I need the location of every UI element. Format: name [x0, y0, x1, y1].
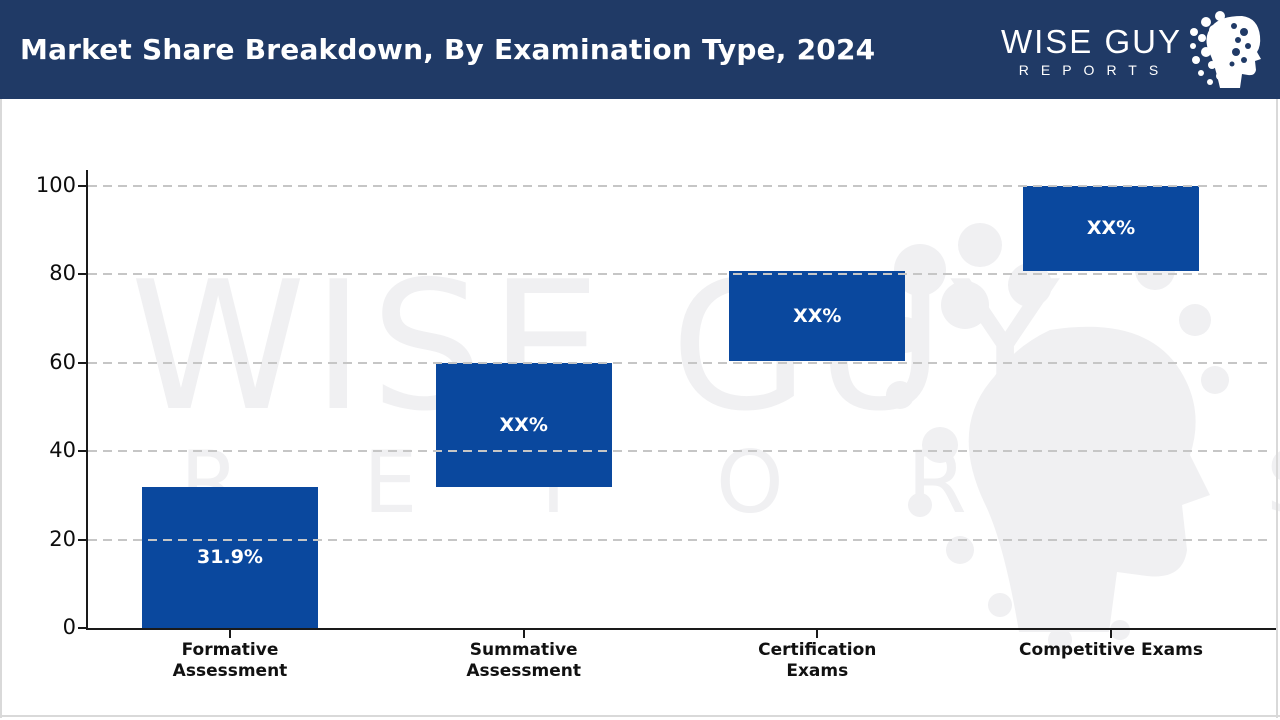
y-tick-label-60: 60	[49, 349, 76, 374]
watermark-head-icon	[886, 215, 1229, 652]
x-tick-0	[229, 630, 231, 638]
y-axis-spine	[86, 170, 88, 629]
gridline-60	[88, 361, 1272, 364]
y-tick-label-80: 80	[49, 261, 76, 286]
y-tick-20	[78, 538, 86, 541]
x-tick-3	[1110, 630, 1112, 638]
frame-border-left	[0, 99, 2, 718]
y-tick-40	[78, 450, 86, 453]
y-tick-label-0: 0	[62, 615, 76, 639]
y-tick-60	[78, 361, 86, 364]
bar-certification-exams: XX%	[729, 270, 906, 361]
y-tick-label-20: 20	[49, 526, 76, 551]
bar-value-label: 31.9%	[197, 546, 263, 569]
gridline-80	[88, 273, 1272, 276]
logo-subtext: REPORTS	[1018, 62, 1171, 78]
gridline-100	[88, 185, 1272, 187]
bar-summative-assessment: XX%	[435, 362, 612, 487]
y-tick-label-100: 100	[35, 173, 76, 197]
bar-competitive-exams: XX%	[1023, 186, 1199, 271]
logo-head-icon	[1190, 11, 1261, 88]
bar-value-label: XX%	[793, 304, 842, 327]
x-tick-2	[816, 630, 819, 638]
header-bar: Market Share Breakdown, By Examination T…	[0, 0, 1280, 99]
logo-text: WISE GUY REPORTS	[1000, 23, 1182, 79]
x-tick-1	[522, 630, 525, 638]
chart-title: Market Share Breakdown, By Examination T…	[20, 33, 876, 66]
bar-value-label: XX%	[1086, 217, 1136, 240]
gridline-40	[88, 450, 1272, 453]
x-axis-label-0: Formative Assessment	[172, 640, 288, 681]
y-tick-100	[78, 185, 86, 187]
wiseguy-logo: WISE GUY REPORTS	[1001, 10, 1264, 92]
x-axis-spine	[86, 628, 1278, 630]
y-tick-80	[78, 273, 86, 276]
logo-wordmark: WISE GUY	[1000, 23, 1182, 60]
y-tick-label-40: 40	[49, 438, 76, 463]
frame-border-right	[1276, 99, 1278, 718]
x-axis-label-1: Summative Assessment	[466, 640, 581, 681]
x-axis-label-3: Competitive Exams	[1019, 640, 1203, 660]
x-axis-label-2: Certification Exams	[758, 640, 877, 681]
frame-border-bottom	[0, 715, 1280, 717]
y-tick-0	[78, 627, 86, 629]
bar-value-label: XX%	[499, 413, 548, 436]
bar-formative-assessment: 31.9%	[142, 487, 318, 628]
gridline-20	[88, 538, 1272, 541]
